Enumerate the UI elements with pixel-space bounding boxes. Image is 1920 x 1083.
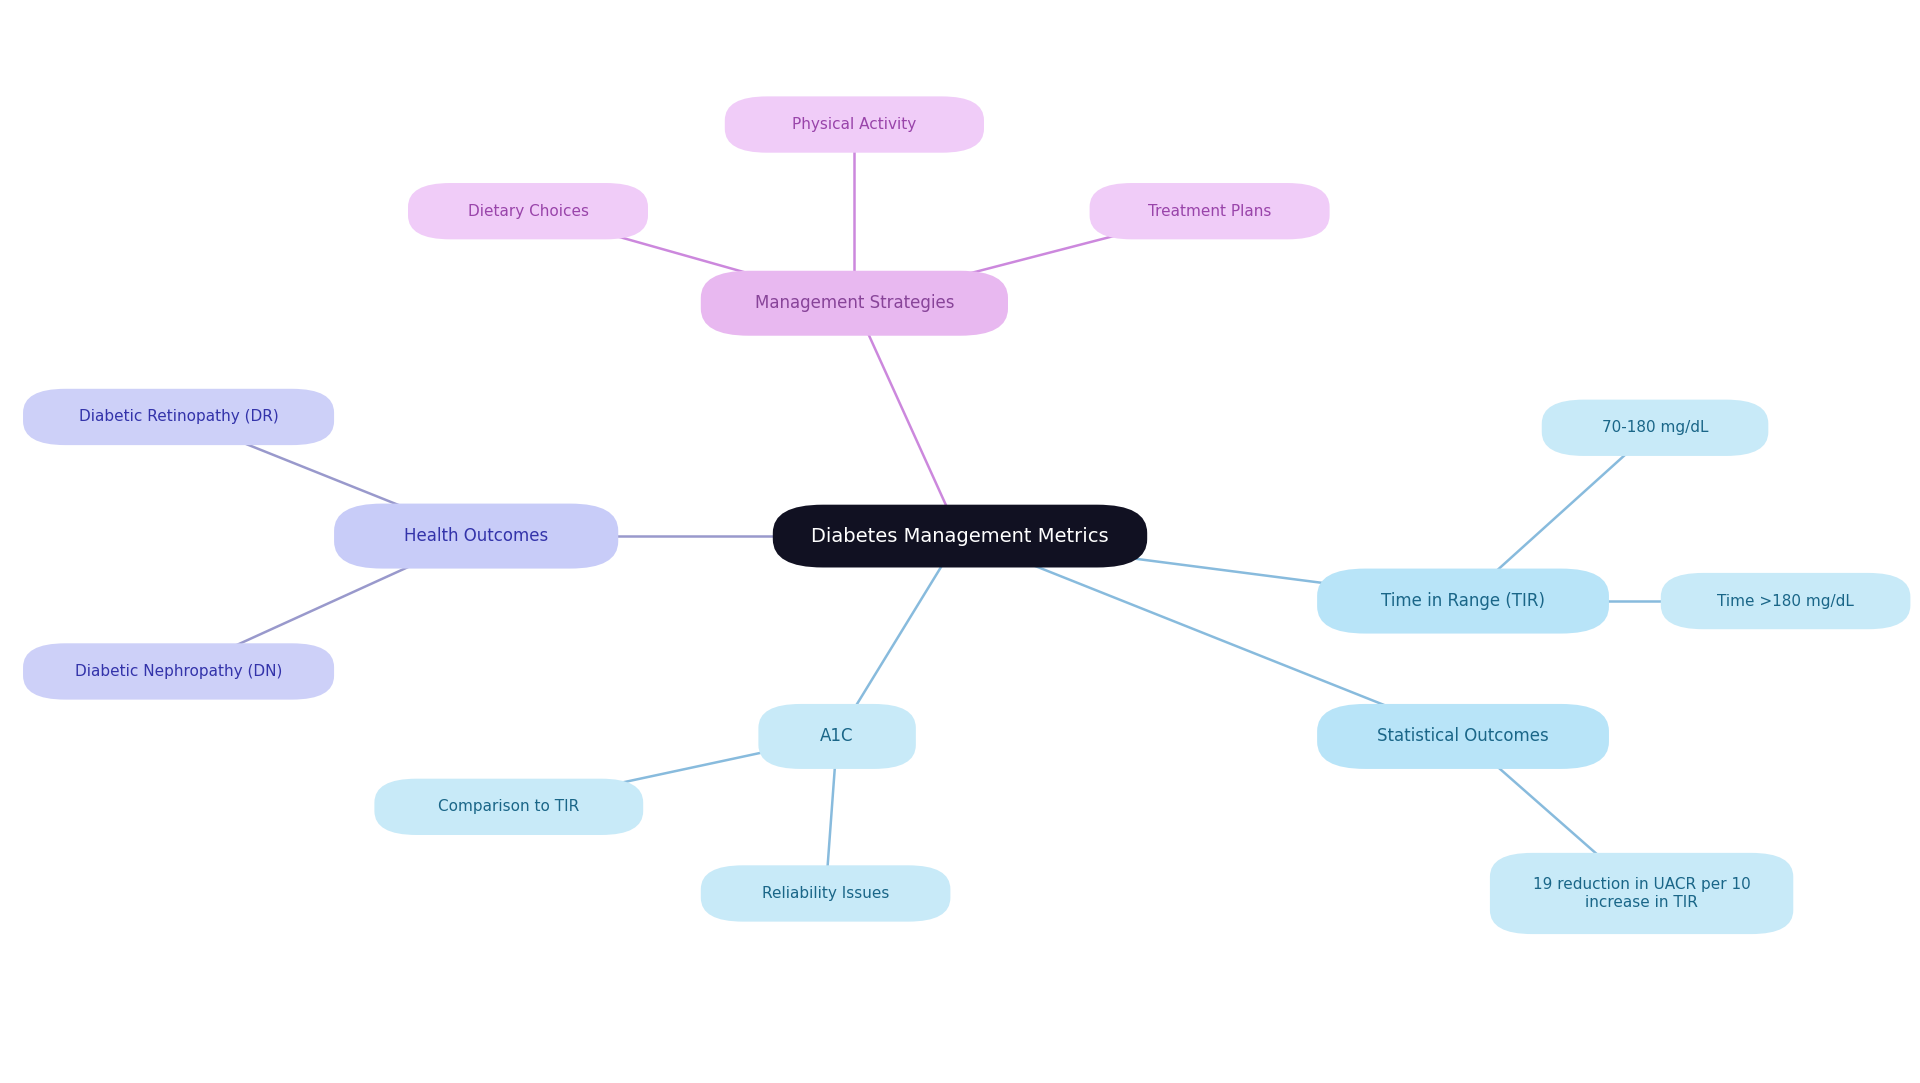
- FancyBboxPatch shape: [1661, 573, 1910, 629]
- Text: Health Outcomes: Health Outcomes: [403, 527, 549, 545]
- FancyBboxPatch shape: [374, 779, 643, 835]
- FancyBboxPatch shape: [1317, 569, 1609, 634]
- Text: Diabetic Nephropathy (DN): Diabetic Nephropathy (DN): [75, 664, 282, 679]
- FancyBboxPatch shape: [23, 389, 334, 445]
- Text: 70-180 mg/dL: 70-180 mg/dL: [1601, 420, 1709, 435]
- FancyBboxPatch shape: [724, 96, 983, 153]
- Text: Reliability Issues: Reliability Issues: [762, 886, 889, 901]
- FancyBboxPatch shape: [758, 704, 916, 769]
- Text: A1C: A1C: [820, 728, 854, 745]
- Text: 19 reduction in UACR per 10
increase in TIR: 19 reduction in UACR per 10 increase in …: [1532, 877, 1751, 910]
- FancyBboxPatch shape: [772, 505, 1146, 567]
- FancyBboxPatch shape: [1317, 704, 1609, 769]
- FancyBboxPatch shape: [334, 504, 618, 569]
- Text: Physical Activity: Physical Activity: [793, 117, 916, 132]
- Text: Comparison to TIR: Comparison to TIR: [438, 799, 580, 814]
- Text: Statistical Outcomes: Statistical Outcomes: [1377, 728, 1549, 745]
- Text: Diabetic Retinopathy (DR): Diabetic Retinopathy (DR): [79, 409, 278, 425]
- FancyBboxPatch shape: [701, 865, 950, 922]
- FancyBboxPatch shape: [23, 643, 334, 700]
- Text: Dietary Choices: Dietary Choices: [467, 204, 589, 219]
- FancyBboxPatch shape: [1542, 400, 1768, 456]
- Text: Time >180 mg/dL: Time >180 mg/dL: [1716, 593, 1855, 609]
- FancyBboxPatch shape: [409, 183, 649, 239]
- Text: Treatment Plans: Treatment Plans: [1148, 204, 1271, 219]
- FancyBboxPatch shape: [1490, 853, 1793, 934]
- FancyBboxPatch shape: [1089, 183, 1329, 239]
- Text: Diabetes Management Metrics: Diabetes Management Metrics: [810, 526, 1110, 546]
- Text: Time in Range (TIR): Time in Range (TIR): [1380, 592, 1546, 610]
- Text: Management Strategies: Management Strategies: [755, 295, 954, 312]
- FancyBboxPatch shape: [701, 271, 1008, 336]
